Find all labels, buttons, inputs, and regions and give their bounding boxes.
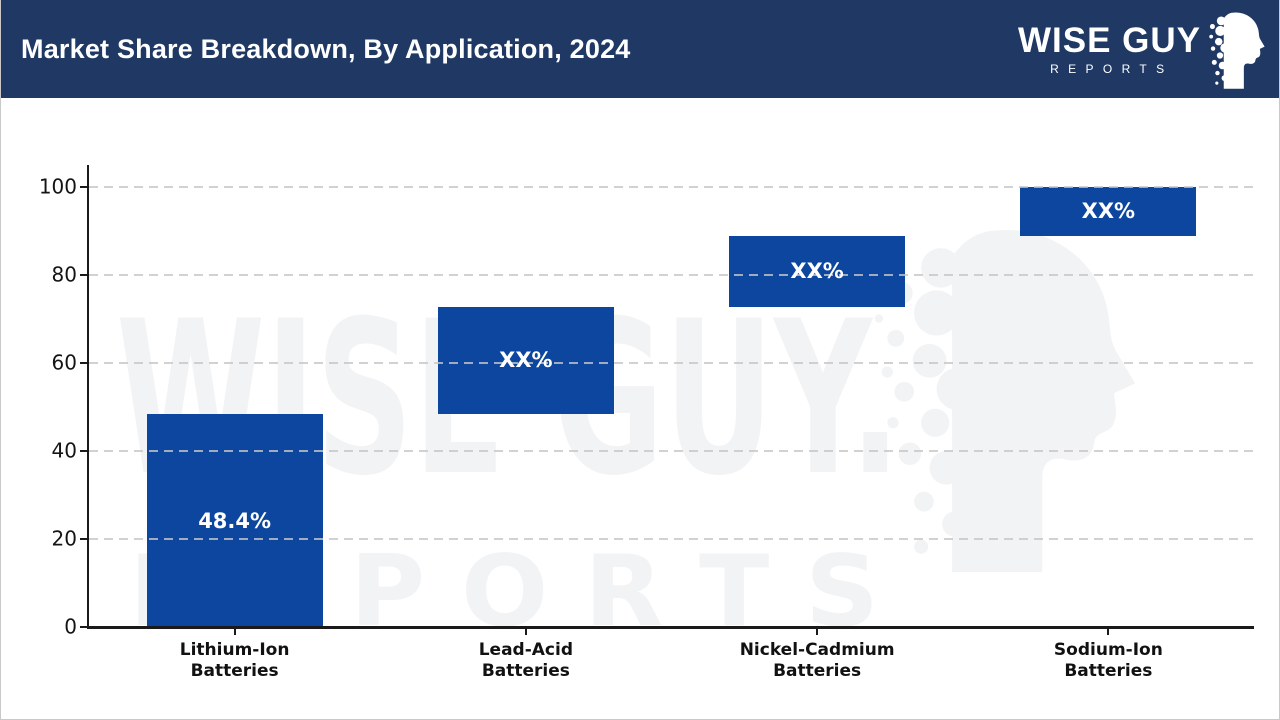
logo-wordmark: WISE GUY — [1017, 20, 1201, 60]
gridline — [89, 362, 1254, 364]
bar — [1020, 187, 1197, 236]
bar-value-label: XX% — [790, 259, 844, 284]
logo-face-icon — [1209, 11, 1265, 89]
bar — [729, 235, 906, 307]
bar-value-label: 48.4% — [198, 508, 272, 533]
y-tick-label: 60 — [51, 350, 77, 375]
wise-guy-logo: WISE GUY REPORTS — [1018, 10, 1269, 89]
page-title: Market Share Breakdown, By Application, … — [21, 33, 631, 64]
bar-value-label: XX% — [499, 348, 553, 373]
logo-subtitle: REPORTS — [1050, 61, 1174, 76]
category-label: Lead-Acid Batteries — [478, 640, 574, 682]
y-tick-label: 40 — [51, 438, 77, 463]
y-tick-mark — [80, 626, 88, 628]
y-axis-spine — [87, 165, 89, 629]
y-tick-label: 20 — [51, 526, 77, 551]
logo-text: WISE GUY REPORTS — [1018, 23, 1201, 76]
category-label: Sodium-Ion Batteries — [1053, 640, 1163, 682]
gridline — [89, 450, 1254, 452]
bar-value-label: XX% — [1081, 199, 1136, 224]
y-tick-label: 100 — [38, 174, 77, 199]
x-tick-mark — [1107, 627, 1110, 635]
y-tick-mark — [80, 362, 88, 364]
y-tick-label: 80 — [51, 262, 77, 287]
y-tick-label: 0 — [64, 614, 77, 639]
x-tick-mark — [816, 627, 819, 635]
x-tick-mark — [524, 627, 527, 635]
gridline — [89, 538, 1254, 540]
bar — [437, 306, 614, 415]
category-label: Nickel-Cadmium Batteries — [739, 640, 895, 682]
y-tick-mark — [80, 274, 88, 276]
gridline — [89, 186, 1254, 188]
x-axis-spine — [88, 626, 1254, 629]
watermark-face-icon — [874, 229, 1136, 572]
y-tick-mark — [80, 538, 88, 540]
category-label: Lithium-Ion Batteries — [179, 640, 290, 682]
y-tick-mark — [80, 186, 88, 188]
x-tick-mark — [233, 627, 236, 635]
bar — [146, 414, 323, 627]
header-bar: Market Share Breakdown, By Application, … — [1, 0, 1279, 98]
gridline — [89, 274, 1254, 276]
y-tick-mark — [80, 450, 88, 452]
